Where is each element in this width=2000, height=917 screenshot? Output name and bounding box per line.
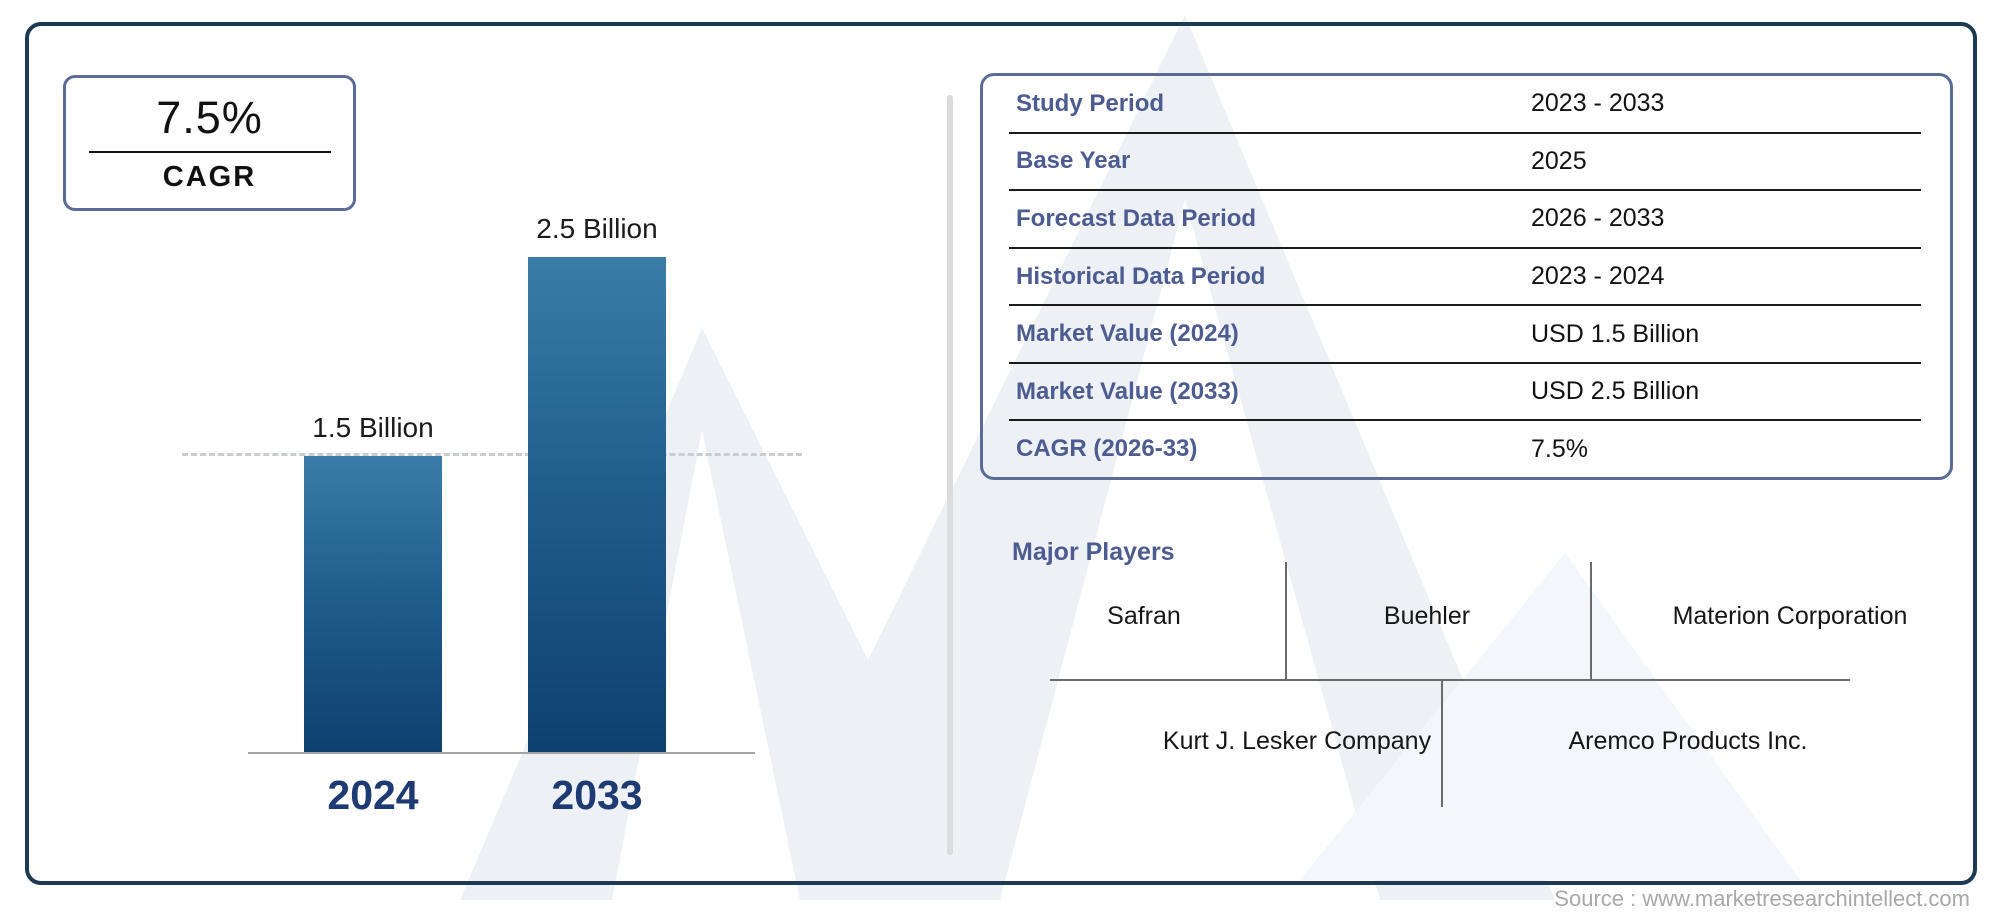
table-row-value: USD 1.5 Billion — [1531, 319, 1700, 348]
bar-2033 — [528, 257, 666, 754]
reference-line — [182, 453, 802, 456]
table-row: Base Year 2025 — [1009, 134, 1921, 192]
table-row-value: 7.5% — [1531, 434, 1588, 463]
bar-value-label-2033: 2.5 Billion — [536, 213, 658, 244]
table-row-value: 2023 - 2033 — [1531, 89, 1665, 118]
players-divider-vertical-2 — [1590, 562, 1592, 679]
players-divider-vertical-1 — [1285, 562, 1287, 679]
player-buehler: Buehler — [1383, 602, 1471, 630]
table-row: Forecast Data Period 2026 - 2033 — [1009, 191, 1921, 249]
table-row-label: Market Value (2024) — [1016, 320, 1239, 348]
table-row-label: Study Period — [1016, 89, 1165, 117]
major-players-title: Major Players — [1012, 538, 1175, 566]
table-row: CAGR (2026-33) 7.5% — [1009, 421, 1921, 477]
player-safran: Safran — [1107, 602, 1181, 630]
table-row: Study Period 2023 - 2033 — [1009, 76, 1921, 134]
table-row-value: 2023 - 2024 — [1531, 262, 1665, 291]
x-tick-2024: 2024 — [327, 772, 419, 818]
cagr-badge-divider — [88, 151, 331, 153]
table-row: Historical Data Period 2023 - 2024 — [1009, 249, 1921, 307]
player-kurt-j-lesker-company: Kurt J. Lesker Company — [1162, 727, 1432, 755]
players-divider-vertical-3 — [1441, 679, 1443, 807]
table-row-label: Forecast Data Period — [1016, 204, 1257, 232]
table-row-label: Historical Data Period — [1016, 262, 1266, 290]
source-attribution: Source : www.marketresearchintellect.com — [1554, 886, 1970, 911]
table-row-label: Base Year — [1016, 147, 1131, 175]
bar-group-2033: 2.5 Billion — [528, 213, 666, 754]
cagr-badge-label: CAGR — [162, 161, 257, 193]
table-row-value: 2026 - 2033 — [1531, 204, 1665, 233]
bar-value-label-2024: 1.5 Billion — [312, 412, 434, 443]
player-aremco-products-inc: Aremco Products Inc. — [1568, 727, 1808, 755]
table-row-value: USD 2.5 Billion — [1531, 377, 1700, 406]
cagr-badge-value: 7.5% — [156, 92, 263, 143]
table-row-label: Market Value (2033) — [1016, 377, 1239, 405]
players-divider-horizontal — [1050, 679, 1850, 681]
table-row: Market Value (2024) USD 1.5 Billion — [1009, 306, 1921, 364]
study-info-table: Study Period 2023 - 2033 Base Year 2025 … — [980, 73, 1953, 480]
section-divider — [947, 95, 953, 855]
outer-frame — [25, 22, 1977, 885]
player-materion-corporation: Materion Corporation — [1672, 602, 1908, 630]
table-row: Market Value (2033) USD 2.5 Billion — [1009, 364, 1921, 422]
bar-group-2024: 1.5 Billion — [304, 412, 442, 754]
x-axis-line — [248, 752, 755, 754]
bar-2024 — [304, 456, 442, 754]
x-tick-2033: 2033 — [551, 772, 643, 818]
table-row-label: CAGR (2026-33) — [1016, 435, 1198, 463]
table-row-value: 2025 — [1531, 146, 1587, 175]
cagr-badge: 7.5% CAGR — [63, 75, 356, 211]
